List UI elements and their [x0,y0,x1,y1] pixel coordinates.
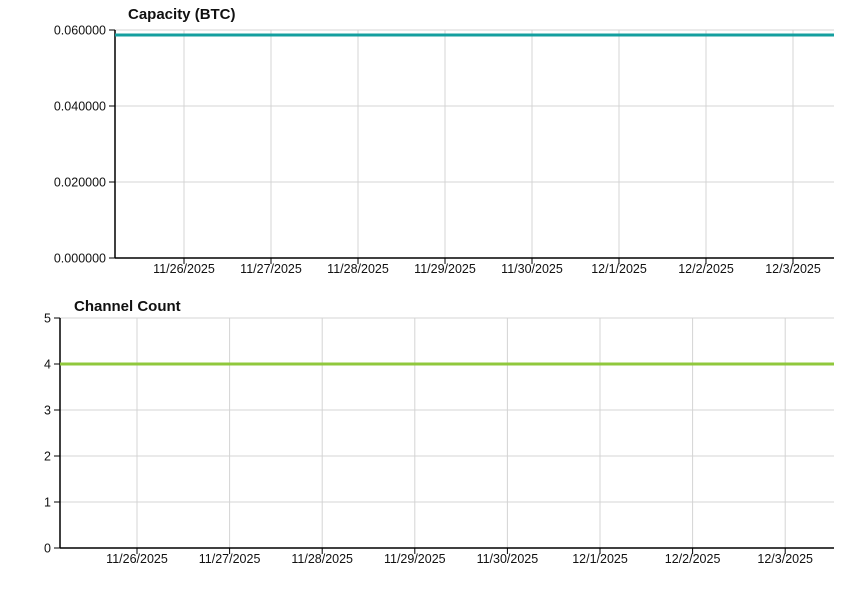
x-tick-label: 11/30/2025 [501,262,563,276]
y-tick-label: 0.020000 [54,176,106,190]
y-tick-label: 2 [44,450,51,464]
y-tick-label: 0.060000 [54,24,106,38]
x-tick-label: 11/28/2025 [327,262,389,276]
y-tick-label: 0.000000 [54,252,106,266]
x-tick-label: 11/26/2025 [153,262,215,276]
x-tick-label: 12/1/2025 [572,552,628,566]
x-tick-label: 12/2/2025 [678,262,734,276]
x-tick-label: 12/1/2025 [591,262,647,276]
y-tick-label: 4 [44,358,51,372]
channel-count-chart-title: Channel Count [74,298,181,315]
x-tick-label: 11/27/2025 [199,552,261,566]
y-tick-label: 5 [44,312,51,326]
x-tick-label: 11/30/2025 [477,552,539,566]
x-tick-label: 11/26/2025 [106,552,168,566]
x-tick-label: 12/3/2025 [757,552,813,566]
x-tick-label: 11/28/2025 [291,552,353,566]
x-tick-label: 11/27/2025 [240,262,302,276]
y-tick-label: 3 [44,404,51,418]
x-tick-label: 12/2/2025 [665,552,721,566]
x-tick-label: 12/3/2025 [765,262,821,276]
y-tick-label: 1 [44,496,51,510]
x-tick-label: 11/29/2025 [414,262,476,276]
y-tick-label: 0 [44,542,51,556]
x-tick-label: 11/29/2025 [384,552,446,566]
y-tick-label: 0.040000 [54,100,106,114]
capacity-chart-title: Capacity (BTC) [128,6,236,23]
